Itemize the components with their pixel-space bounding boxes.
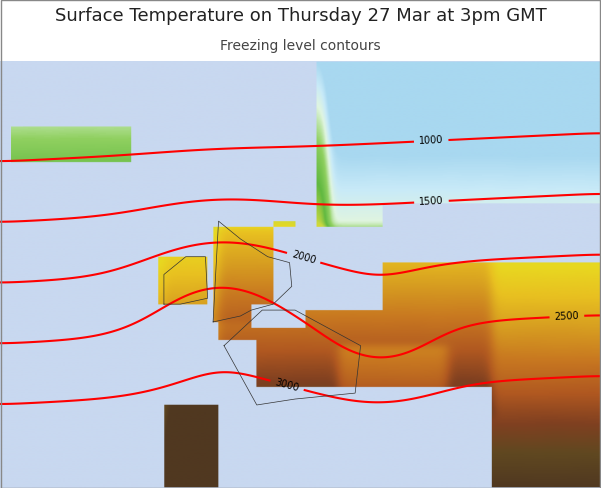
Text: Surface Temperature on Thursday 27 Mar at 3pm GMT: Surface Temperature on Thursday 27 Mar a… (55, 7, 546, 25)
Text: 2500: 2500 (554, 311, 579, 322)
Text: 1000: 1000 (419, 135, 444, 146)
Text: Freezing level contours: Freezing level contours (220, 39, 381, 53)
Text: 2000: 2000 (290, 249, 317, 266)
Text: 3000: 3000 (274, 377, 300, 393)
Text: 1500: 1500 (419, 196, 444, 207)
